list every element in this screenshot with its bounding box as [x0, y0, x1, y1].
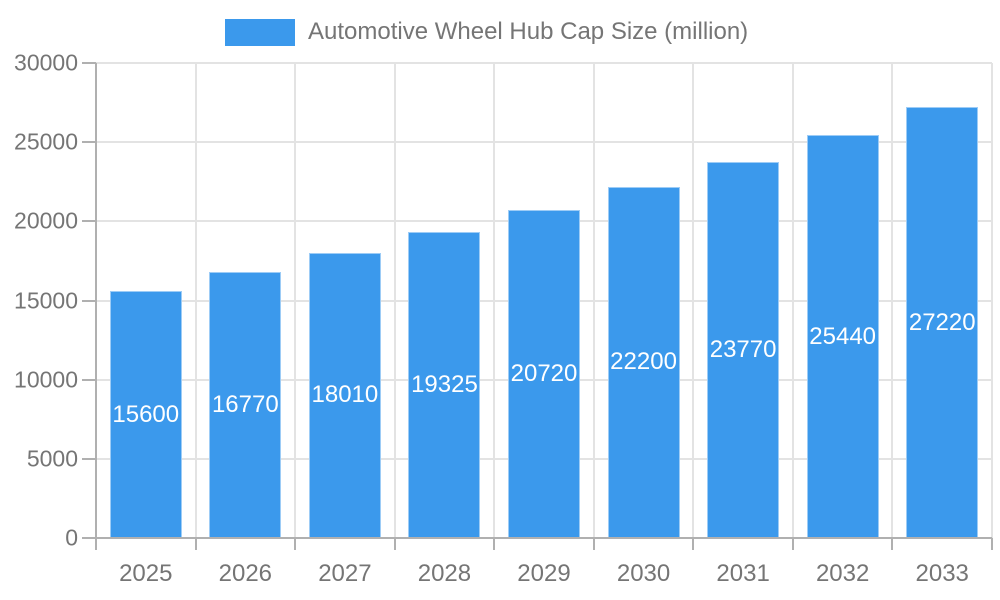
- x-axis-tick: [592, 538, 595, 550]
- y-axis-tick: [82, 141, 96, 144]
- h-gridline: [96, 62, 992, 64]
- bar-value-label: 19325: [411, 371, 478, 398]
- h-gridline: [96, 141, 992, 144]
- x-axis-tick: [194, 538, 197, 550]
- x-axis-label: 2026: [218, 560, 273, 587]
- x-axis-label: 2028: [417, 560, 472, 587]
- x-axis-label: 2027: [318, 560, 372, 587]
- x-axis-label: 2033: [915, 560, 969, 587]
- y-axis-line: [95, 63, 97, 538]
- bar-value-label: 15600: [112, 400, 180, 428]
- v-gridline: [493, 63, 496, 538]
- v-gridline: [891, 63, 894, 538]
- bar[interactable]: 27220: [906, 107, 979, 538]
- y-axis-label: 0: [65, 524, 78, 551]
- bar[interactable]: 20720: [508, 209, 580, 538]
- v-gridline: [592, 63, 595, 538]
- bar[interactable]: 16770: [209, 272, 282, 538]
- x-axis-tick: [393, 538, 396, 550]
- bar-value-label: 27220: [908, 308, 976, 336]
- v-gridline: [991, 63, 993, 538]
- y-axis-tick: [82, 537, 96, 539]
- x-axis-label: 2025: [119, 560, 173, 587]
- y-axis-label: 10000: [14, 366, 78, 393]
- y-axis-tick: [82, 457, 96, 460]
- x-axis-tick: [95, 538, 97, 550]
- v-gridline: [692, 63, 695, 538]
- bar[interactable]: 22200: [607, 186, 680, 538]
- legend-swatch: [225, 18, 295, 46]
- x-axis-line: [95, 537, 992, 539]
- x-axis-tick: [891, 538, 894, 550]
- legend-label: Automotive Wheel Hub Cap Size (million): [308, 18, 749, 45]
- bar[interactable]: 23770: [707, 161, 780, 538]
- x-axis-label: 2031: [716, 560, 770, 587]
- bar-value-label: 16770: [211, 391, 279, 419]
- v-gridline: [294, 63, 297, 538]
- x-axis-label: 2029: [517, 560, 571, 587]
- bar-value-label: 23770: [709, 335, 777, 363]
- x-axis-label: 2032: [815, 560, 870, 587]
- chart-legend[interactable]: Automotive Wheel Hub Cap Size (million): [225, 18, 748, 46]
- bar-value-label: 25440: [809, 322, 877, 350]
- x-axis-tick: [991, 538, 993, 550]
- bar[interactable]: 25440: [806, 135, 879, 538]
- y-axis-label: 20000: [14, 207, 78, 234]
- x-axis-tick: [692, 538, 695, 550]
- bar[interactable]: 19325: [408, 232, 481, 538]
- v-gridline: [393, 63, 396, 538]
- v-gridline: [791, 63, 794, 538]
- x-axis-tick: [791, 538, 794, 550]
- bar[interactable]: 18010: [308, 252, 381, 538]
- y-axis-tick: [82, 299, 96, 302]
- x-axis-label: 2030: [616, 560, 671, 587]
- y-axis-label: 15000: [14, 287, 78, 313]
- bar[interactable]: 15600: [109, 291, 182, 538]
- y-axis-tick: [82, 62, 96, 64]
- bar-value-label: 22200: [610, 348, 677, 376]
- bar-value-label: 20720: [510, 359, 578, 387]
- y-axis-tick: [82, 378, 96, 381]
- bar-value-label: 18010: [311, 381, 379, 409]
- y-axis-label: 25000: [14, 128, 78, 155]
- x-axis-tick: [294, 538, 297, 550]
- y-axis-tick: [82, 220, 96, 223]
- x-axis-tick: [493, 538, 496, 550]
- y-axis-label: 5000: [26, 445, 78, 472]
- v-gridline: [194, 63, 197, 538]
- y-axis-label: 30000: [14, 49, 78, 76]
